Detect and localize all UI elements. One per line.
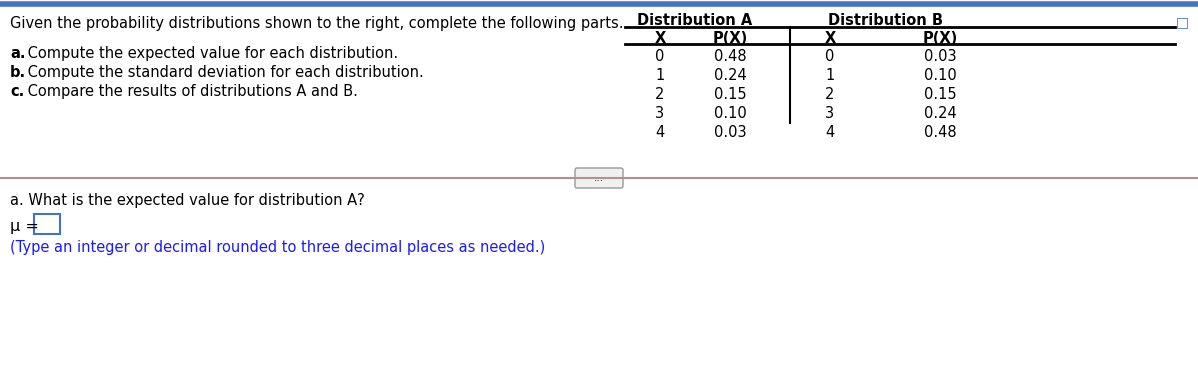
Text: 0.15: 0.15 — [924, 87, 956, 102]
Text: 0: 0 — [655, 49, 665, 64]
Text: ...: ... — [594, 173, 604, 183]
Text: 3: 3 — [655, 106, 665, 121]
Text: 1: 1 — [655, 68, 665, 83]
Text: Given the probability distributions shown to the right, complete the following p: Given the probability distributions show… — [10, 16, 623, 31]
Text: 0.10: 0.10 — [714, 106, 746, 121]
FancyBboxPatch shape — [575, 168, 623, 188]
Text: 1: 1 — [825, 68, 835, 83]
Text: 0.48: 0.48 — [924, 125, 956, 140]
Text: μ =: μ = — [10, 219, 38, 234]
Text: X: X — [824, 31, 836, 46]
Text: 3: 3 — [825, 106, 835, 121]
Text: 4: 4 — [655, 125, 665, 140]
Text: 2: 2 — [825, 87, 835, 102]
Text: P(X): P(X) — [713, 31, 748, 46]
Text: 0.10: 0.10 — [924, 68, 956, 83]
Text: Compute the expected value for each distribution.: Compute the expected value for each dist… — [23, 46, 398, 61]
Text: 0.03: 0.03 — [714, 125, 746, 140]
Text: 0.15: 0.15 — [714, 87, 746, 102]
Text: a. What is the expected value for distribution A?: a. What is the expected value for distri… — [10, 193, 364, 208]
Text: 0: 0 — [825, 49, 835, 64]
Text: 0.24: 0.24 — [714, 68, 746, 83]
Text: Compare the results of distributions A and B.: Compare the results of distributions A a… — [23, 84, 358, 99]
Text: Distribution A: Distribution A — [637, 13, 752, 28]
Text: P(X): P(X) — [922, 31, 957, 46]
Text: b.: b. — [10, 65, 26, 80]
Text: (Type an integer or decimal rounded to three decimal places as needed.): (Type an integer or decimal rounded to t… — [10, 240, 545, 255]
Text: 0.03: 0.03 — [924, 49, 956, 64]
Text: Compute the standard deviation for each distribution.: Compute the standard deviation for each … — [23, 65, 424, 80]
Text: a.: a. — [10, 46, 25, 61]
Text: 0.24: 0.24 — [924, 106, 956, 121]
Text: c.: c. — [10, 84, 24, 99]
Text: 2: 2 — [655, 87, 665, 102]
FancyBboxPatch shape — [34, 214, 60, 234]
Text: □: □ — [1175, 15, 1188, 29]
Text: X: X — [654, 31, 666, 46]
Text: Distribution B: Distribution B — [828, 13, 943, 28]
Text: 4: 4 — [825, 125, 835, 140]
Text: 0.48: 0.48 — [714, 49, 746, 64]
